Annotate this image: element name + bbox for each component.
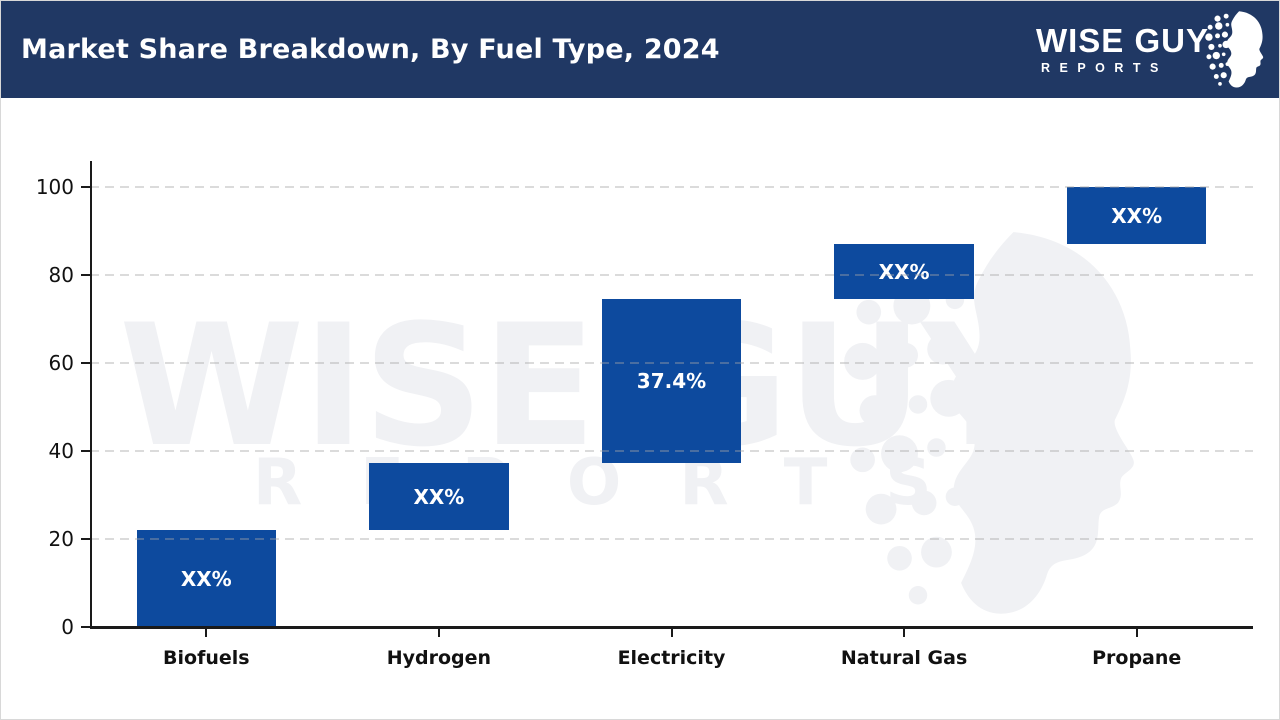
x-axis-spine [90, 626, 1253, 629]
chart-region: WISE GUY REPORTS 0 20 40 60 80 100 XX% Biofuels… [1, 98, 1279, 719]
page-title: Market Share Breakdown, By Fuel Type, 20… [21, 34, 720, 65]
bar-segment: 37.4% [601, 299, 742, 464]
wiseguy-logo: WISE GUY REPORTS [1036, 10, 1267, 90]
y-tick [81, 450, 90, 453]
x-tick [205, 628, 208, 637]
watermark-subtext: REPORTS [253, 446, 990, 520]
y-tick-label: 60 [48, 351, 74, 376]
bar-segment: XX% [136, 530, 277, 627]
y-tick [81, 274, 90, 277]
x-tick-label: Biofuels [163, 647, 250, 669]
bar-segment: XX% [369, 463, 509, 531]
y-tick [81, 362, 90, 365]
y-tick [81, 186, 90, 189]
y-tick [81, 538, 90, 541]
x-tick [903, 628, 906, 637]
logo-head-icon [1205, 10, 1264, 88]
y-tick-label: 80 [48, 263, 74, 288]
x-tick-label: Natural Gas [840, 647, 968, 669]
gridline [90, 274, 1253, 277]
y-tick-label: 100 [35, 175, 74, 200]
bar-value-label: 37.4% [636, 369, 707, 394]
x-tick-label: Propane [1092, 647, 1182, 669]
x-tick [437, 628, 440, 637]
y-tick-label: 20 [48, 527, 74, 552]
y-axis-spine [90, 161, 92, 627]
bar-segment: XX% [1066, 187, 1207, 245]
header: Market Share Breakdown, By Fuel Type, 20… [1, 1, 1279, 98]
logo-text: WISE GUY REPORTS [1036, 24, 1209, 75]
gridline [90, 450, 1253, 453]
bar-segment: XX% [834, 244, 974, 300]
x-tick [1135, 628, 1138, 637]
x-tick-label: Electricity [617, 647, 726, 669]
logo-wordmark: WISE GUY [1035, 22, 1209, 60]
logo-subtitle: REPORTS [1040, 61, 1168, 76]
y-tick-label: 0 [61, 615, 74, 639]
gridline [90, 186, 1253, 189]
x-tick [670, 628, 673, 637]
y-tick-label: 40 [48, 439, 74, 464]
bar-value-label: XX% [1111, 203, 1163, 228]
watermark-head-icon [844, 232, 1134, 614]
bar-value-label: XX% [413, 484, 465, 509]
gridline [90, 538, 1253, 541]
y-tick [81, 626, 90, 628]
x-tick-label: Hydrogen [386, 647, 492, 669]
plot-area: 0 20 40 60 80 100 XX% Biofuels XX% Hydrogen 37.4% E… [36, 161, 1253, 669]
bar-value-label: XX% [878, 259, 930, 284]
bar-value-label: XX% [180, 566, 232, 591]
gridline [90, 362, 1253, 365]
